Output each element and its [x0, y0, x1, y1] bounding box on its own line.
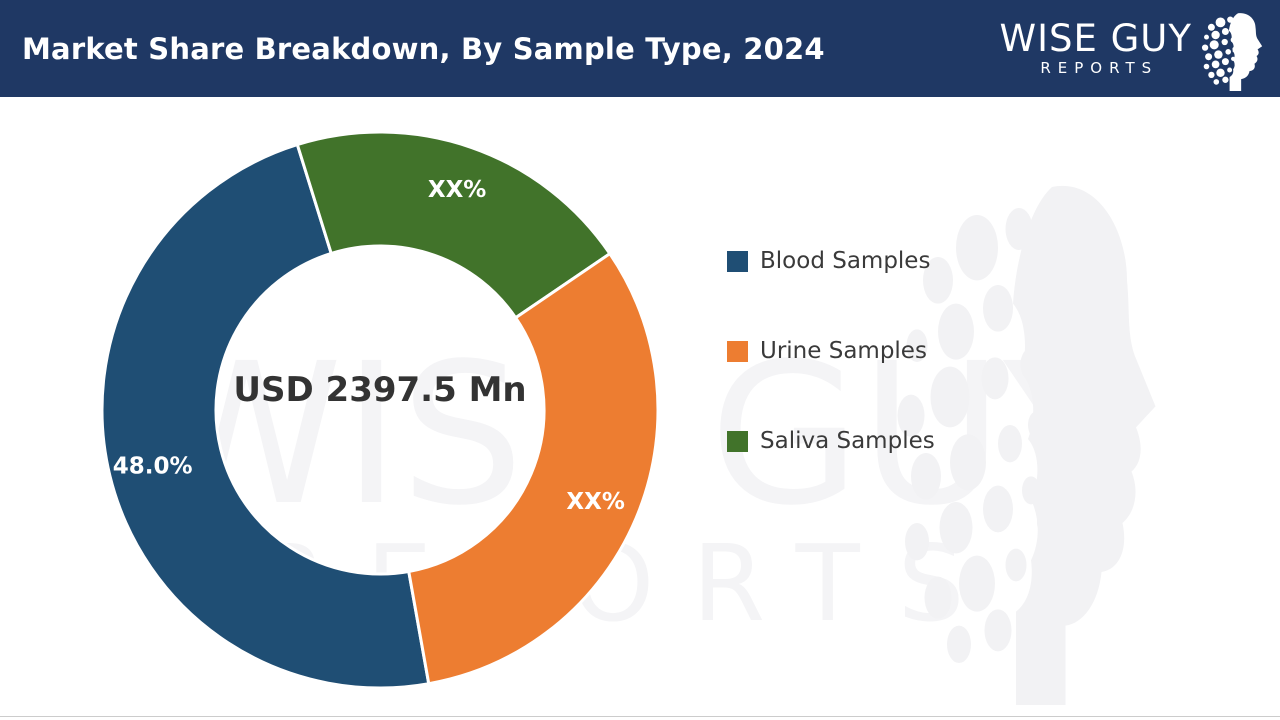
donut-chart: 48.0% XX% XX%	[100, 130, 660, 690]
legend-label: Saliva Samples	[760, 428, 935, 454]
legend-swatch	[727, 430, 748, 452]
bottom-divider	[0, 716, 1280, 720]
wise-guy-logo: WISE GUY REPORTS	[1000, 7, 1266, 91]
donut-slice-urine-samples	[407, 252, 660, 686]
header-bar: Market Share Breakdown, By Sample Type, …	[0, 0, 1280, 97]
logo-text: WISE GUY REPORTS	[999, 16, 1192, 78]
chart-area: WISE GUY REPORTS 48.0%XX%XX% USD 2397.5 …	[0, 97, 1280, 716]
donut-slice-blood-samples	[100, 143, 431, 690]
chart-center-value: USD 2397.5 Mn	[233, 370, 527, 410]
legend-label: Urine Samples	[760, 338, 927, 364]
page-title: Market Share Breakdown, By Sample Type, …	[22, 31, 825, 66]
legend-item-urine-samples: Urine Samples	[727, 337, 935, 365]
legend-label: Blood Samples	[760, 248, 931, 274]
legend-swatch	[727, 250, 748, 272]
logo-wordmark: WISE GUY	[999, 16, 1192, 60]
slice-percentage-label: XX%	[566, 489, 625, 515]
slice-percentage-label: XX%	[428, 177, 487, 203]
logo-face-icon	[1201, 12, 1263, 91]
legend-item-blood-samples: Blood Samples	[727, 247, 935, 275]
donut-slice-saliva-samples	[295, 130, 612, 320]
legend-item-saliva-samples: Saliva Samples	[727, 427, 935, 455]
logo-subtitle: REPORTS	[1040, 59, 1159, 78]
legend-swatch	[727, 340, 748, 362]
chart-legend: Blood Samples Urine Samples Saliva Sampl…	[727, 247, 935, 517]
slice-percentage-label: 48.0%	[113, 453, 193, 479]
